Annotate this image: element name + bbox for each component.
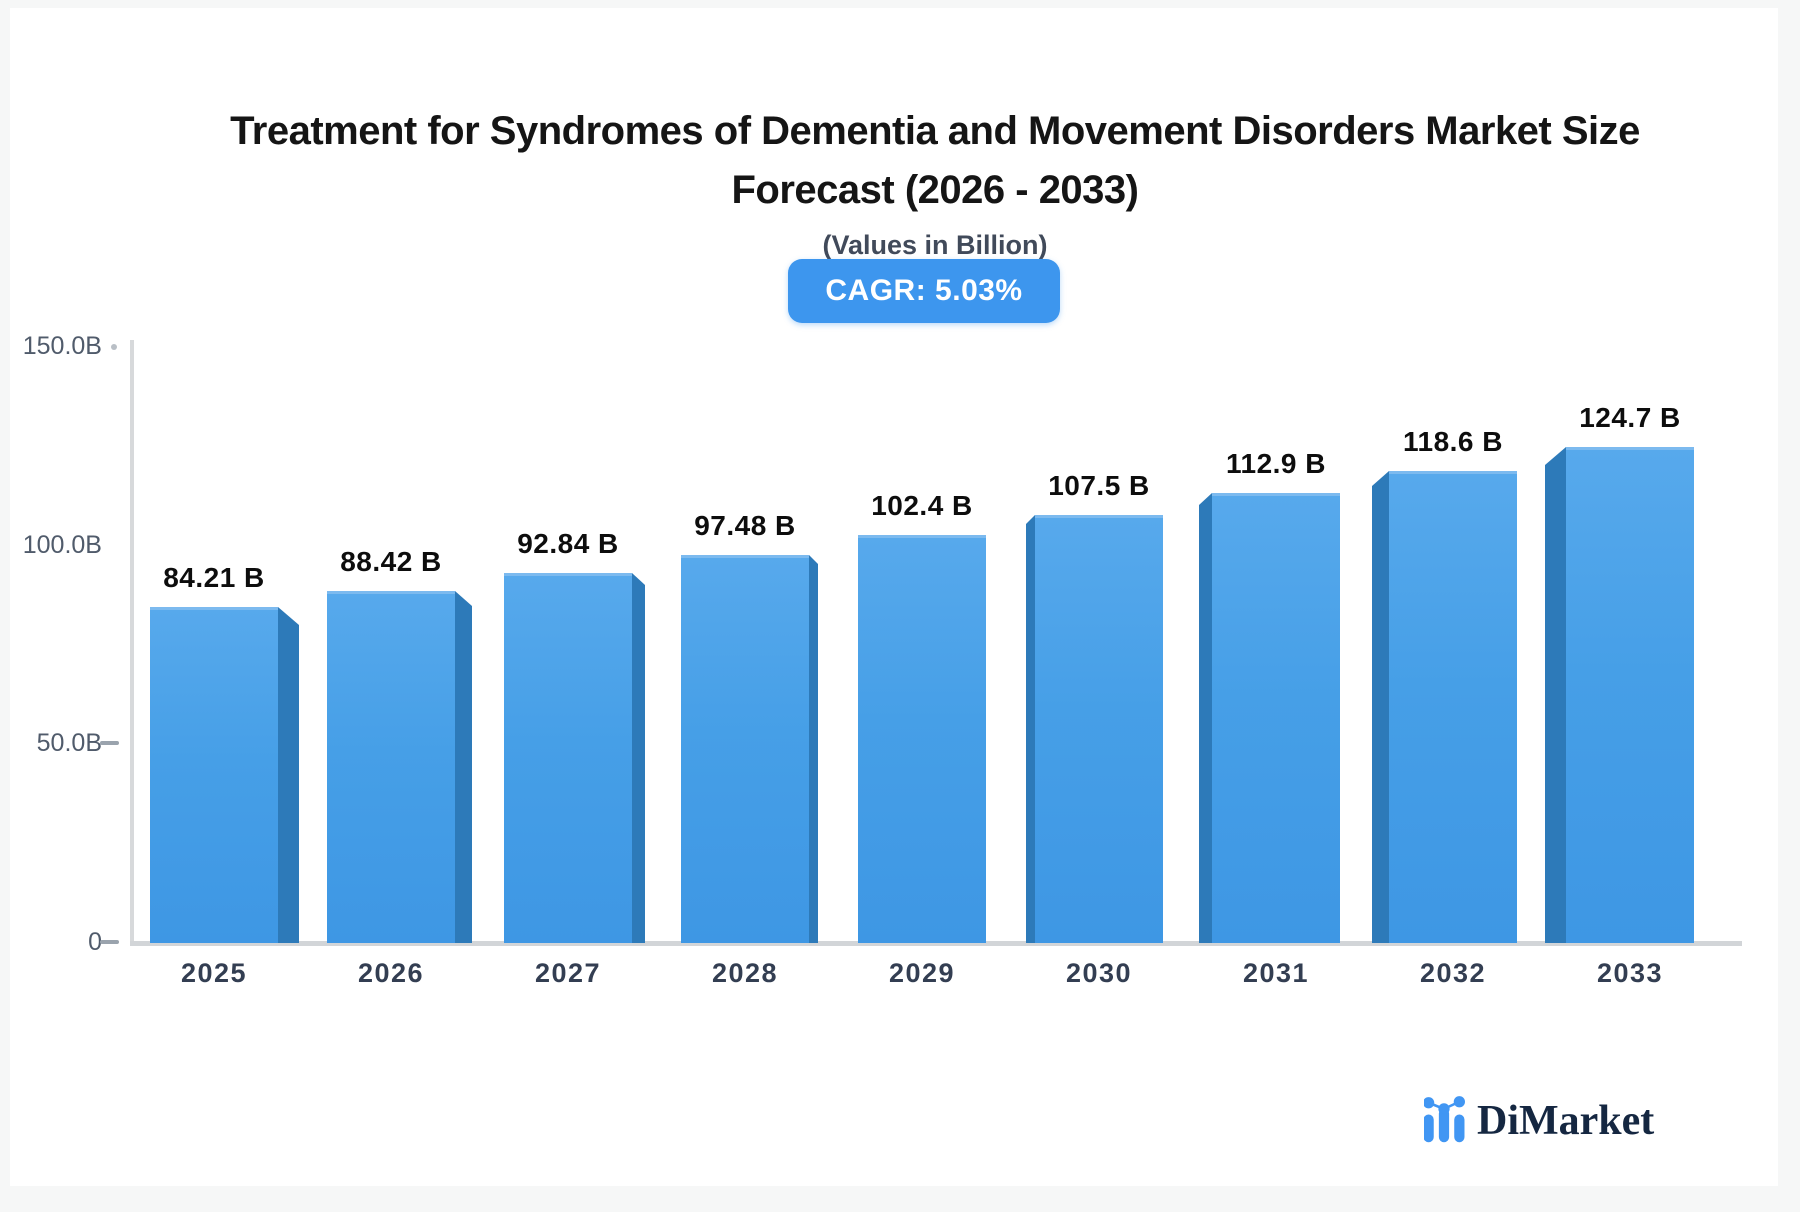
y-axis-label-0: 0 bbox=[88, 928, 102, 956]
brand-logo: DiMarket bbox=[1424, 1080, 1654, 1144]
y-axis-label-150.0B: 150.0B bbox=[22, 332, 102, 360]
bar-value-label-2031: 112.9 B bbox=[1225, 448, 1327, 479]
bar-side-2027 bbox=[632, 573, 645, 943]
x-axis-label-2033: 2033 bbox=[1596, 958, 1664, 988]
bar-value-label-2027: 92.84 B bbox=[517, 528, 619, 559]
bar-2033[interactable] bbox=[1566, 447, 1694, 943]
bar-value-label-2030: 107.5 B bbox=[1048, 470, 1150, 501]
bar-side-2030 bbox=[1026, 515, 1035, 943]
bar-2025[interactable] bbox=[150, 607, 278, 943]
x-axis-label-2026: 2026 bbox=[357, 958, 425, 988]
y-axis-label-50.0B: 50.0B bbox=[36, 729, 102, 757]
bar-side-2026 bbox=[455, 591, 472, 943]
bar-side-2025 bbox=[278, 607, 299, 943]
bar-side-2031 bbox=[1199, 493, 1212, 943]
bar-side-2032 bbox=[1372, 471, 1389, 943]
bar-2031[interactable] bbox=[1212, 493, 1340, 943]
bar-value-label-2033: 124.7 B bbox=[1579, 402, 1681, 433]
chart-title: Treatment for Syndromes of Dementia and … bbox=[135, 102, 1735, 220]
x-axis-label-2027: 2027 bbox=[534, 958, 602, 988]
bar-2030[interactable] bbox=[1035, 515, 1163, 943]
bar-value-label-2032: 118.6 B bbox=[1402, 426, 1504, 457]
bar-value-label-2028: 97.48 B bbox=[694, 510, 796, 541]
chart-title-line2: Forecast (2026 - 2033) bbox=[731, 168, 1139, 212]
y-axis-label-100.0B: 100.0B bbox=[22, 531, 102, 559]
y-axis-tick bbox=[100, 741, 119, 745]
bar-2027[interactable] bbox=[504, 573, 632, 943]
chart-subtitle: (Values in Billion) bbox=[822, 230, 1048, 260]
y-axis-tick bbox=[100, 940, 119, 944]
x-axis-label-2030: 2030 bbox=[1065, 958, 1133, 988]
cagr-badge: CAGR: 5.03% bbox=[788, 259, 1060, 323]
bar-side-2028 bbox=[809, 555, 818, 943]
x-axis-label-2025: 2025 bbox=[180, 958, 248, 988]
y-axis-line bbox=[130, 340, 134, 946]
x-axis-label-2032: 2032 bbox=[1419, 958, 1487, 988]
bar-2029[interactable] bbox=[858, 535, 986, 943]
x-axis-label-2031: 2031 bbox=[1242, 958, 1310, 988]
dimarket-logo-icon bbox=[1424, 1096, 1465, 1143]
bar-value-label-2025: 84.21 B bbox=[163, 562, 265, 593]
brand-logo-text: DiMarket bbox=[1477, 1098, 1655, 1144]
bar-value-label-2029: 102.4 B bbox=[871, 490, 973, 521]
bar-2026[interactable] bbox=[327, 591, 455, 943]
bar-2028[interactable] bbox=[681, 555, 809, 943]
x-axis-label-2029: 2029 bbox=[888, 958, 956, 988]
x-axis-label-2028: 2028 bbox=[711, 958, 779, 988]
x-axis-line bbox=[130, 941, 1742, 946]
y-axis-tick bbox=[111, 344, 117, 350]
bar-side-2033 bbox=[1545, 447, 1566, 943]
bar-value-label-2026: 88.42 B bbox=[340, 546, 442, 577]
bar-2032[interactable] bbox=[1389, 471, 1517, 943]
chart-title-line1: Treatment for Syndromes of Dementia and … bbox=[230, 109, 1640, 153]
